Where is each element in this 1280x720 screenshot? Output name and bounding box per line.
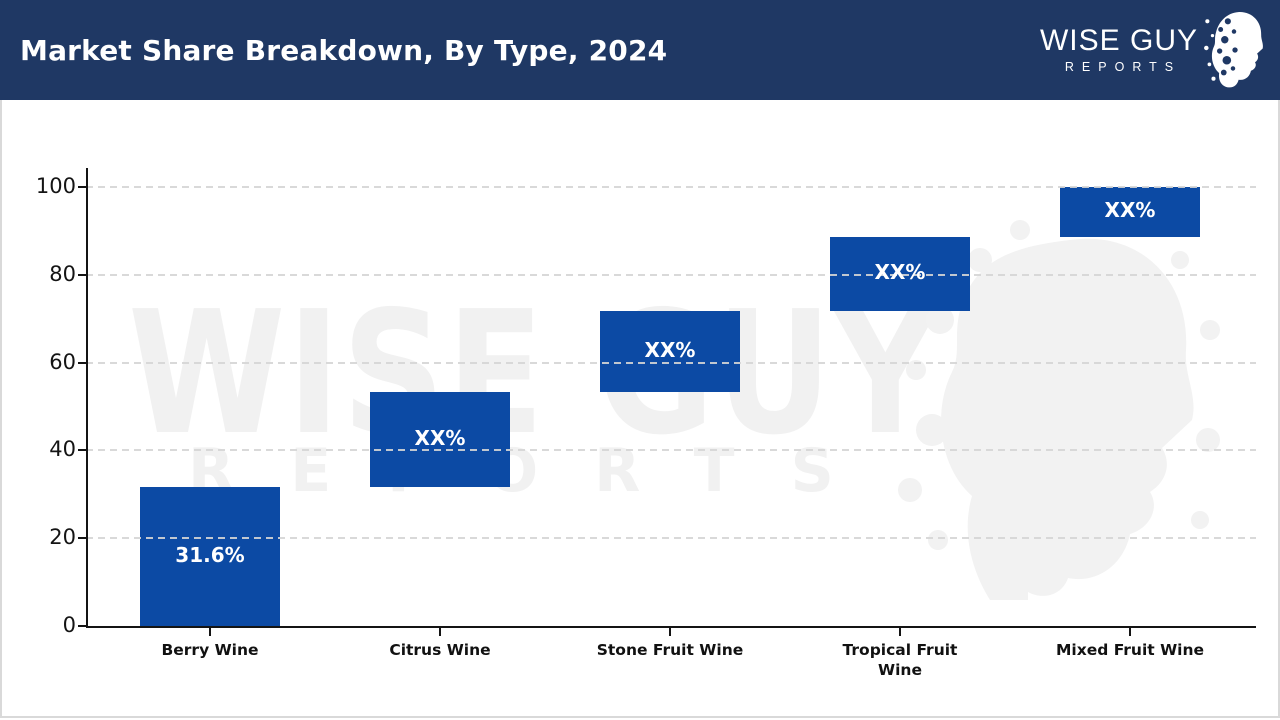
bar-value-label: XX% [414, 425, 466, 450]
y-tick-60 [78, 361, 86, 364]
card-border-right [1278, 100, 1280, 718]
x-category-label: Mixed Fruit Wine [1055, 641, 1205, 659]
brand-wordmark: WISE GUY REPORTS [1039, 24, 1198, 75]
bar-value-label: XX% [874, 260, 926, 285]
bar-value-label: XX% [1104, 198, 1156, 223]
gridline-80 [86, 273, 1256, 276]
y-tick-label-0: 0 [62, 613, 76, 637]
x-axis-line [86, 626, 1256, 628]
y-tick-100 [78, 186, 86, 188]
y-tick-label-20: 20 [49, 525, 76, 550]
y-tick-20 [78, 537, 86, 540]
gridline-60 [86, 361, 1256, 364]
x-category-label: Citrus Wine [389, 641, 491, 659]
brand-subtitle-text: REPORTS [1064, 60, 1182, 74]
brand-logo: WISE GUY REPORTS [1040, 6, 1266, 94]
face-profile-icon [1204, 12, 1263, 88]
bar-stone-fruit-wine [600, 311, 740, 393]
gridline-20 [86, 537, 1256, 540]
x-category-label: Tropical Fruit Wine [842, 641, 958, 680]
bar-value-label: XX% [644, 337, 696, 362]
y-tick-0 [78, 625, 86, 627]
x-tick-2 [439, 628, 441, 636]
brand-name-text: WISE GUY [1039, 24, 1198, 57]
bar-berry-wine [140, 487, 280, 626]
x-category-label: Berry Wine [161, 641, 259, 659]
y-tick-40 [78, 449, 86, 452]
card-border-left [0, 100, 2, 718]
x-tick-3 [669, 628, 671, 636]
x-tick-1 [209, 628, 211, 636]
header: Market Share Breakdown, By Type, 2024 WI… [0, 0, 1280, 100]
page-title: Market Share Breakdown, By Type, 2024 [20, 33, 668, 67]
y-tick-label-60: 60 [49, 349, 76, 374]
x-category-label: Stone Fruit Wine [596, 641, 744, 659]
bar-citrus-wine [370, 392, 510, 488]
x-tick-5 [1129, 628, 1131, 636]
y-tick-label-100: 100 [35, 174, 76, 198]
bar-value-label: 31.6% [175, 542, 245, 567]
y-tick-label-40: 40 [49, 437, 76, 462]
card-border-bottom [0, 716, 1280, 718]
gridline-100 [86, 186, 1256, 188]
y-axis-line [86, 168, 88, 628]
x-tick-4 [899, 628, 901, 636]
y-tick-80 [78, 273, 86, 276]
y-tick-label-80: 80 [49, 261, 76, 286]
gridline-40 [86, 449, 1256, 452]
